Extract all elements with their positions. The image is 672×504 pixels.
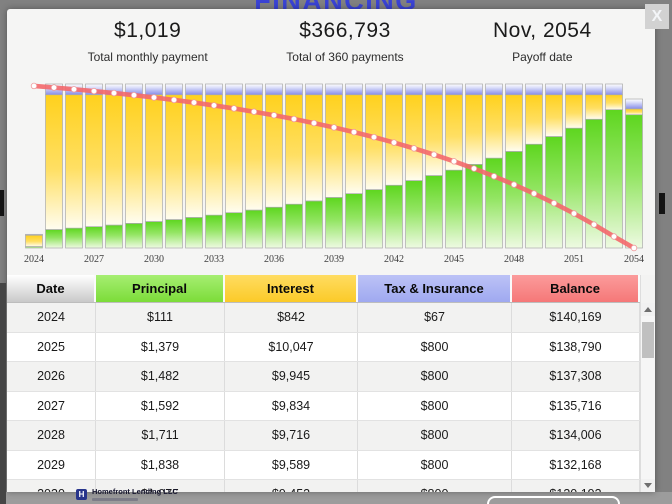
svg-text:2030: 2030: [144, 254, 164, 265]
table-row: 2030$1,975$9,452$800$130,193: [7, 480, 640, 492]
table-scrollbar[interactable]: [640, 275, 655, 492]
table-cell: $1,711: [96, 421, 225, 450]
table-row: 2025 $1,379 $10,047 $800 $138,790: [7, 332, 640, 362]
scrollbar-up-button[interactable]: [641, 303, 655, 316]
scrollbar-corner: [641, 275, 655, 303]
table-cell: 2026: [7, 362, 96, 391]
table-row: 2027 $1,592 $9,834 $800 $135,716: [7, 391, 640, 421]
arrow-up-icon: [644, 307, 652, 312]
table-cell: $800: [358, 391, 512, 420]
svg-text:2054: 2054: [624, 254, 644, 265]
lender-name: Homefront Lending LLC: [92, 487, 178, 496]
table-cell: $130,193: [512, 480, 640, 492]
table-cell: $1,838: [96, 450, 225, 479]
stat-monthly-payment-value: $1,019: [114, 19, 182, 42]
table-cell: 2029: [7, 450, 96, 479]
col-header-tax-insurance: Tax & Insurance: [358, 275, 512, 302]
table-cell: $9,945: [225, 362, 358, 391]
table-cell: $1,482: [96, 362, 225, 391]
background-page-button[interactable]: [487, 496, 620, 504]
stat-total-payments-value: $366,793: [299, 19, 391, 42]
svg-text:2024: 2024: [24, 254, 44, 265]
stat-payoff-date-label: Payoff date: [512, 50, 573, 64]
table-cell: 2030: [7, 480, 96, 492]
table-cell: $800: [358, 480, 512, 492]
table-cell: 2024: [7, 303, 96, 332]
table-cell: $800: [358, 421, 512, 450]
table-cell: $9,716: [225, 421, 358, 450]
stat-payoff-date-value: Nov, 2054: [492, 19, 592, 42]
amortization-chart: 2024 2027 2030 2033 2036 2039 2042 2045 2048 2051…: [24, 82, 644, 265]
table-cell: $67: [358, 303, 512, 332]
table-row: 2029 $1,838 $9,589 $800 $132,168: [7, 450, 640, 480]
table-cell: $135,716: [512, 391, 640, 420]
table-cell: $9,589: [225, 450, 358, 479]
table-cell: $1,975: [96, 480, 225, 492]
close-button[interactable]: X: [645, 4, 669, 29]
svg-text:2048: 2048: [504, 254, 524, 265]
svg-text:2036: 2036: [264, 254, 284, 265]
table-cell: $137,308: [512, 362, 640, 391]
col-header-interest: Interest: [225, 275, 358, 302]
svg-text:2039: 2039: [324, 254, 344, 265]
svg-text:2027: 2027: [84, 254, 104, 265]
table-cell: $9,834: [225, 391, 358, 420]
table-cell: $9,452: [225, 480, 358, 492]
stat-monthly-payment: $1,019 Total monthly payment: [49, 19, 246, 64]
col-header-date: Date: [7, 275, 96, 302]
background-dark-edge: [0, 283, 6, 504]
table-row: 2024 $111 $842 $67 $140,169: [7, 303, 640, 333]
col-header-principal: Principal: [96, 275, 225, 302]
arrow-down-icon: [644, 483, 652, 488]
watermark-subtext-bar: [92, 498, 138, 501]
scrollbar-thumb[interactable]: [642, 322, 654, 358]
lender-watermark: H Homefront Lending LLC: [76, 487, 178, 501]
table-cell: $140,169: [512, 303, 640, 332]
table-cell: $800: [358, 450, 512, 479]
lender-logo-icon: H: [76, 489, 87, 500]
svg-text:2045: 2045: [444, 254, 464, 265]
svg-text:2051: 2051: [564, 254, 584, 265]
table-cell: $10,047: [225, 332, 358, 361]
svg-text:2033: 2033: [204, 254, 224, 265]
stat-monthly-payment-label: Total monthly payment: [87, 50, 208, 64]
table-cell: $1,379: [96, 332, 225, 361]
stat-total-payments-label: Total of 360 payments: [286, 50, 404, 64]
table-row: 2028 $1,711 $9,716 $800 $134,006: [7, 421, 640, 451]
background-text-fragment-right: [659, 193, 665, 214]
table-cell: 2027: [7, 391, 96, 420]
table-cell: $842: [225, 303, 358, 332]
background-text-fragment-left: [0, 190, 4, 216]
table-cell: $1,592: [96, 391, 225, 420]
svg-text:2042: 2042: [384, 254, 404, 265]
amortization-table-body: 2024 $111 $842 $67 $140,169 2025 $1,379 $10,047…: [7, 303, 640, 492]
table-cell: 2028: [7, 421, 96, 450]
table-row: 2026 $1,482 $9,945 $800 $137,308: [7, 362, 640, 392]
col-header-balance: Balance: [512, 275, 640, 302]
table-cell: 2025: [7, 332, 96, 361]
table-cell: $800: [358, 362, 512, 391]
scrollbar-down-button[interactable]: [641, 479, 655, 492]
table-cell: $800: [358, 332, 512, 361]
scrollbar-track[interactable]: [641, 316, 655, 479]
table-cell: $111: [96, 303, 225, 332]
table-header: Date Principal Interest Tax & Insurance …: [7, 275, 640, 303]
table-cell: $134,006: [512, 421, 640, 450]
stat-total-payments: $366,793 Total of 360 payments: [246, 19, 443, 64]
summary-stats: $1,019 Total monthly payment $366,793 To…: [7, 19, 655, 64]
financing-modal: $1,019 Total monthly payment $366,793 To…: [7, 9, 655, 492]
table-cell: $138,790: [512, 332, 640, 361]
table-cell: $132,168: [512, 450, 640, 479]
stat-payoff-date: Nov, 2054 Payoff date: [444, 19, 641, 64]
